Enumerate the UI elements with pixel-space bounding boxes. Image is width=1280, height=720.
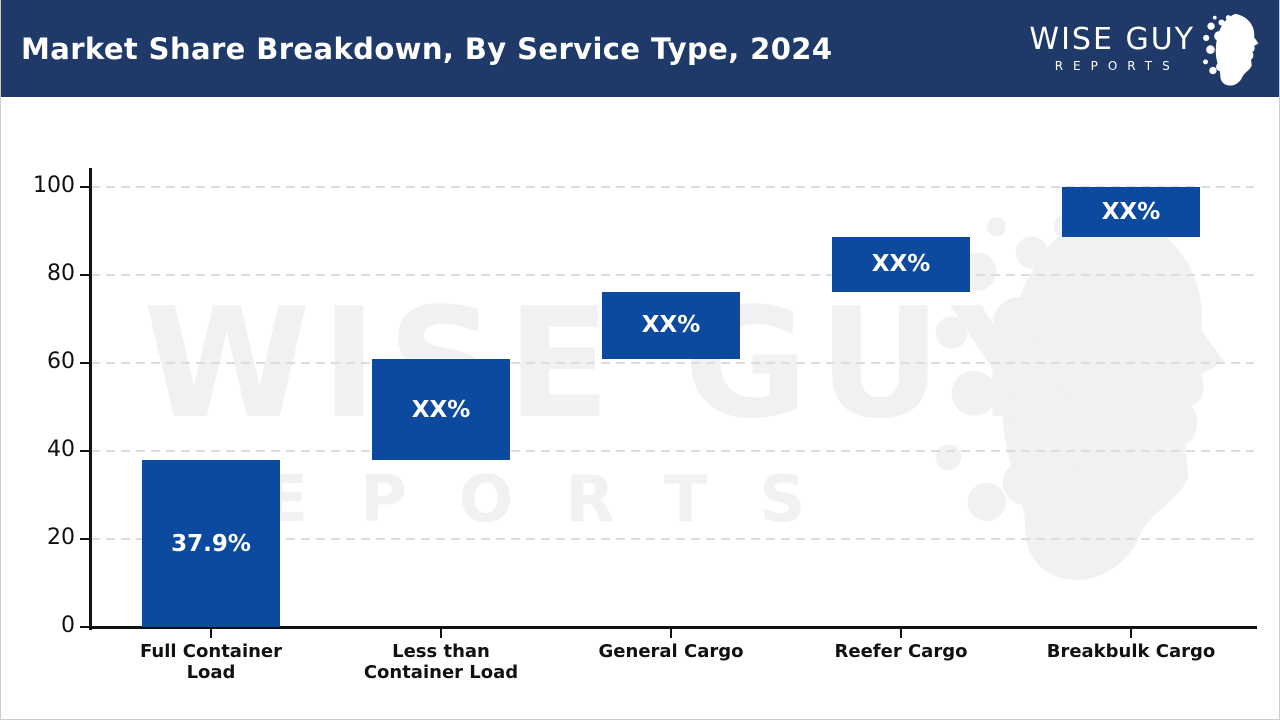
- y-tick-mark-40: [80, 450, 89, 452]
- bar-value-label-reefer-cargo: XX%: [871, 251, 931, 278]
- logo-subtitle: REPORTS: [1054, 59, 1180, 73]
- y-tick-mark-0: [80, 626, 89, 628]
- x-tick-mark-general-cargo: [670, 629, 672, 638]
- x-axis-label-less-than-container-load: Less than Container Load: [325, 641, 557, 683]
- x-axis-line: [89, 626, 1257, 629]
- bar-general-cargo: XX%: [602, 291, 740, 360]
- x-tick-mark-reefer-cargo: [900, 629, 902, 638]
- x-axis-label-reefer-cargo: Reefer Cargo: [785, 641, 1017, 662]
- bar-value-label-less-than-container-load: XX%: [411, 396, 471, 423]
- y-tick-label-60: 60: [47, 349, 75, 374]
- bar-full-container-load: 37.9%: [142, 460, 280, 627]
- chart-title: Market Share Breakdown, By Service Type,…: [21, 31, 833, 66]
- x-axis-label-full-container-load: Full Container Load: [95, 641, 327, 683]
- y-axis-line: [89, 168, 92, 630]
- bar-value-label-breakbulk-cargo: XX%: [1101, 199, 1161, 226]
- bar-value-label-full-container-load: 37.9%: [171, 530, 251, 557]
- logo-wordmark: WISE GUY: [1029, 22, 1195, 57]
- y-tick-label-40: 40: [47, 437, 75, 462]
- x-tick-mark-breakbulk-cargo: [1130, 629, 1132, 638]
- bar-value-label-general-cargo: XX%: [641, 312, 701, 339]
- x-axis-label-line: Full Container: [139, 641, 283, 662]
- x-tick-mark-full-container-load: [210, 629, 212, 638]
- watermark-head-icon: [935, 207, 1224, 581]
- wise-guy-logo: WISE GUY REPORTS: [1029, 9, 1263, 89]
- y-tick-label-100: 100: [33, 173, 75, 198]
- x-axis-label-line: General Cargo: [598, 641, 744, 662]
- y-tick-label-0: 0: [61, 613, 75, 638]
- y-tick-label-80: 80: [47, 261, 75, 286]
- y-tick-label-20: 20: [47, 525, 75, 550]
- x-axis-label-breakbulk-cargo: Breakbulk Cargo: [1015, 641, 1247, 662]
- x-axis-label-line: Reefer Cargo: [834, 641, 968, 662]
- x-axis-label-general-cargo: General Cargo: [555, 641, 787, 662]
- y-tick-mark-80: [80, 274, 89, 276]
- logo-head-icon: [1203, 13, 1259, 86]
- x-axis-label-line: Load: [186, 662, 236, 683]
- logo-text: WISE GUY REPORTS: [1029, 22, 1195, 73]
- chart-area: WISE GUY REPORTS 0 20 40 60 80 100 37.9% Full C…: [1, 97, 1279, 719]
- bar-reefer-cargo: XX%: [832, 237, 970, 292]
- x-axis-label-line: Less than: [392, 641, 490, 662]
- bar-breakbulk-cargo: XX%: [1062, 187, 1200, 238]
- x-axis-label-line: Breakbulk Cargo: [1046, 641, 1216, 662]
- header: Market Share Breakdown, By Service Type,…: [1, 0, 1279, 97]
- bar-less-than-container-load: XX%: [372, 359, 510, 461]
- y-tick-mark-20: [80, 538, 89, 540]
- x-axis-label-line: Container Load: [363, 662, 519, 683]
- y-tick-mark-60: [80, 362, 89, 364]
- x-tick-mark-less-than-container-load: [440, 629, 442, 638]
- y-tick-mark-100: [80, 186, 89, 188]
